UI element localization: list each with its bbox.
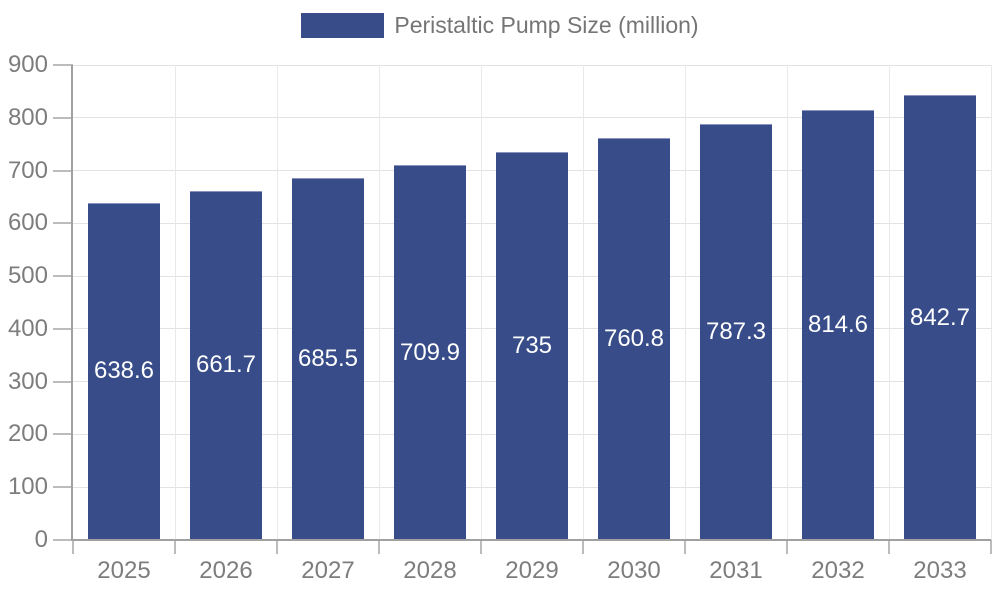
x-axis-label-2031: 2031: [709, 557, 763, 584]
bar-value-label-2030: 760.8: [603, 325, 665, 353]
y-axis-label-500: 500: [7, 262, 48, 290]
y-axis-label-700: 700: [7, 156, 48, 184]
y-axis-label-300: 300: [7, 367, 48, 395]
bar-2029: [496, 152, 568, 540]
bar-value-label-2033: 842.7: [909, 303, 971, 331]
gridline-y-800: [73, 117, 991, 119]
y-axis-tick: [53, 222, 73, 225]
bar-2026: [190, 190, 262, 540]
gridline-x-boundary-1: [174, 65, 176, 540]
gridline-y-900: [73, 64, 991, 66]
bar-value-label-2025: 638.6: [93, 357, 155, 385]
bar-2030: [598, 138, 670, 540]
x-axis-tick: [684, 540, 686, 554]
bar-value-label-2031: 787.3: [705, 318, 767, 346]
bar-value-label-2027: 685.5: [297, 345, 359, 373]
x-axis-tick: [276, 540, 278, 554]
gridline-x-boundary-8: [888, 65, 890, 540]
y-axis-tick: [53, 539, 73, 541]
x-axis-label-2028: 2028: [403, 557, 457, 584]
y-axis-tick: [53, 64, 73, 66]
x-axis-tick: [378, 540, 380, 554]
gridline-x-boundary-5: [582, 65, 584, 540]
x-axis-tick: [888, 540, 890, 554]
x-axis-tick: [786, 540, 788, 554]
x-axis-label-2033: 2033: [913, 557, 967, 584]
plot-area: 0 100 200 300 400 500 600 700 800 900 638.6 2025 661…: [8, 51, 992, 584]
x-axis-label-2032: 2032: [811, 557, 865, 584]
gridline-x-boundary-3: [378, 65, 380, 540]
x-axis-label-2030: 2030: [607, 557, 661, 584]
y-axis-tick: [53, 169, 73, 172]
x-axis-tick: [174, 540, 176, 554]
x-axis-label-2025: 2025: [97, 557, 151, 584]
x-axis-line: [71, 539, 991, 541]
gridline-x-boundary-4: [480, 65, 482, 540]
bar-2025: [88, 202, 160, 540]
y-axis-tick: [53, 116, 73, 119]
y-axis-label-0: 0: [34, 526, 48, 553]
bar-value-label-2026: 661.7: [195, 351, 257, 379]
bar-2033: [904, 95, 976, 540]
x-axis-label-2029: 2029: [505, 557, 559, 584]
gridline-x-boundary-9: [990, 65, 992, 540]
bar-value-label-2028: 709.9: [399, 338, 461, 366]
y-axis-label-900: 900: [7, 51, 48, 78]
y-axis-label-200: 200: [7, 420, 48, 448]
x-axis-label-2027: 2027: [301, 557, 355, 584]
x-axis-label-2026: 2026: [199, 557, 253, 584]
bar-value-label-2029: 735: [511, 332, 553, 360]
gridline-x-boundary-2: [276, 65, 278, 540]
gridline-x-boundary-7: [786, 65, 788, 540]
bar-value-label-2032: 814.6: [807, 311, 869, 339]
y-axis-tick: [53, 327, 73, 330]
y-axis-tick: [53, 433, 73, 436]
bar-2032: [802, 110, 874, 540]
gridline-x-boundary-6: [684, 65, 686, 540]
legend-swatch: [301, 13, 385, 38]
y-axis-label-800: 800: [7, 103, 48, 131]
bar-2031: [700, 124, 772, 540]
bar-2028: [394, 165, 466, 540]
x-axis-tick: [990, 540, 992, 554]
y-axis-line: [71, 65, 73, 540]
y-axis-tick: [53, 486, 73, 489]
y-axis-label-400: 400: [7, 314, 48, 342]
bar-2027: [292, 178, 364, 540]
legend-item[interactable]: Peristaltic Pump Size (million): [0, 12, 1000, 39]
y-axis-tick: [53, 380, 73, 383]
y-axis-label-600: 600: [7, 209, 48, 237]
x-axis-tick: [582, 540, 584, 554]
y-axis-label-100: 100: [7, 473, 48, 501]
x-axis-tick: [480, 540, 482, 554]
x-axis-tick: [72, 540, 74, 554]
legend-label: Peristaltic Pump Size (million): [394, 12, 699, 38]
y-axis-tick: [53, 275, 73, 278]
